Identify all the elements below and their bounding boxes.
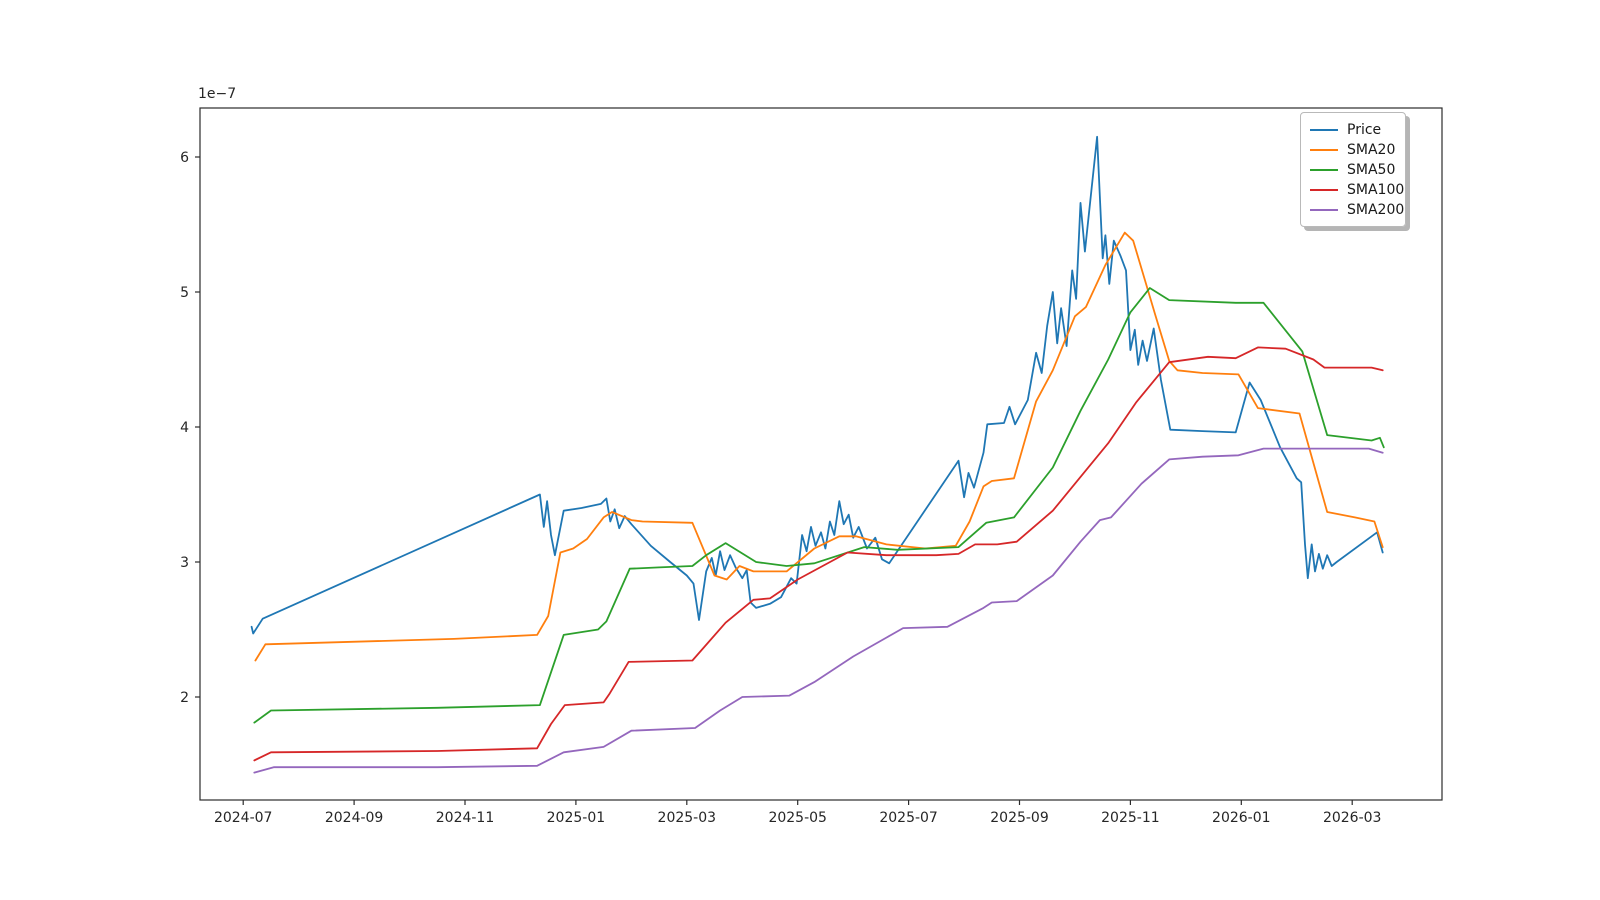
x-tick-label: 2026-03	[1323, 810, 1382, 826]
x-tick-label: 2025-03	[658, 810, 717, 826]
legend-entry-sma20: SMA20	[1310, 140, 1397, 160]
y-tick-label: 4	[180, 420, 189, 436]
y-tick-label: 6	[180, 150, 189, 166]
sma200-line	[253, 447, 1384, 774]
x-tick-label: 2025-07	[879, 810, 938, 826]
legend-label: SMA20	[1347, 142, 1396, 158]
sma100-line	[253, 346, 1384, 762]
legend-entry-sma200: SMA200	[1310, 200, 1404, 220]
y-tick-label: 5	[180, 285, 189, 301]
legend-line-sample	[1310, 209, 1338, 211]
y-tick-label: 3	[180, 555, 189, 571]
legend-entry-price: Price	[1310, 120, 1397, 140]
x-tick-label: 2024-09	[325, 810, 384, 826]
x-tick-label: 2025-01	[547, 810, 606, 826]
plot-border	[199, 107, 1443, 801]
y-tick-label: 2	[180, 690, 189, 706]
legend-label: SMA200	[1347, 202, 1405, 218]
legend-entry-sma50: SMA50	[1310, 160, 1397, 180]
legend: Price SMA20 SMA50 SMA100 SMA200	[1300, 112, 1406, 227]
x-tick-label: 2024-11	[436, 810, 495, 826]
y-axis-offset-label: 1e−7	[198, 86, 237, 102]
legend-line-sample	[1310, 129, 1338, 131]
x-tick-label: 2024-07	[214, 810, 273, 826]
x-tick-label: 2026-01	[1212, 810, 1271, 826]
legend-label: SMA50	[1347, 162, 1396, 178]
legend-line-sample	[1310, 149, 1338, 151]
legend-label: SMA100	[1347, 182, 1405, 198]
legend-line-sample	[1310, 169, 1338, 171]
legend-entry-sma100: SMA100	[1310, 180, 1404, 200]
sma20-line	[254, 231, 1384, 662]
legend-label: Price	[1347, 122, 1382, 138]
x-tick-label: 2025-09	[990, 810, 1049, 826]
x-tick-label: 2025-11	[1101, 810, 1160, 826]
price-line	[250, 135, 1384, 635]
legend-line-sample	[1310, 189, 1338, 191]
sma50-line	[253, 287, 1385, 724]
x-tick-label: 2025-05	[768, 810, 827, 826]
